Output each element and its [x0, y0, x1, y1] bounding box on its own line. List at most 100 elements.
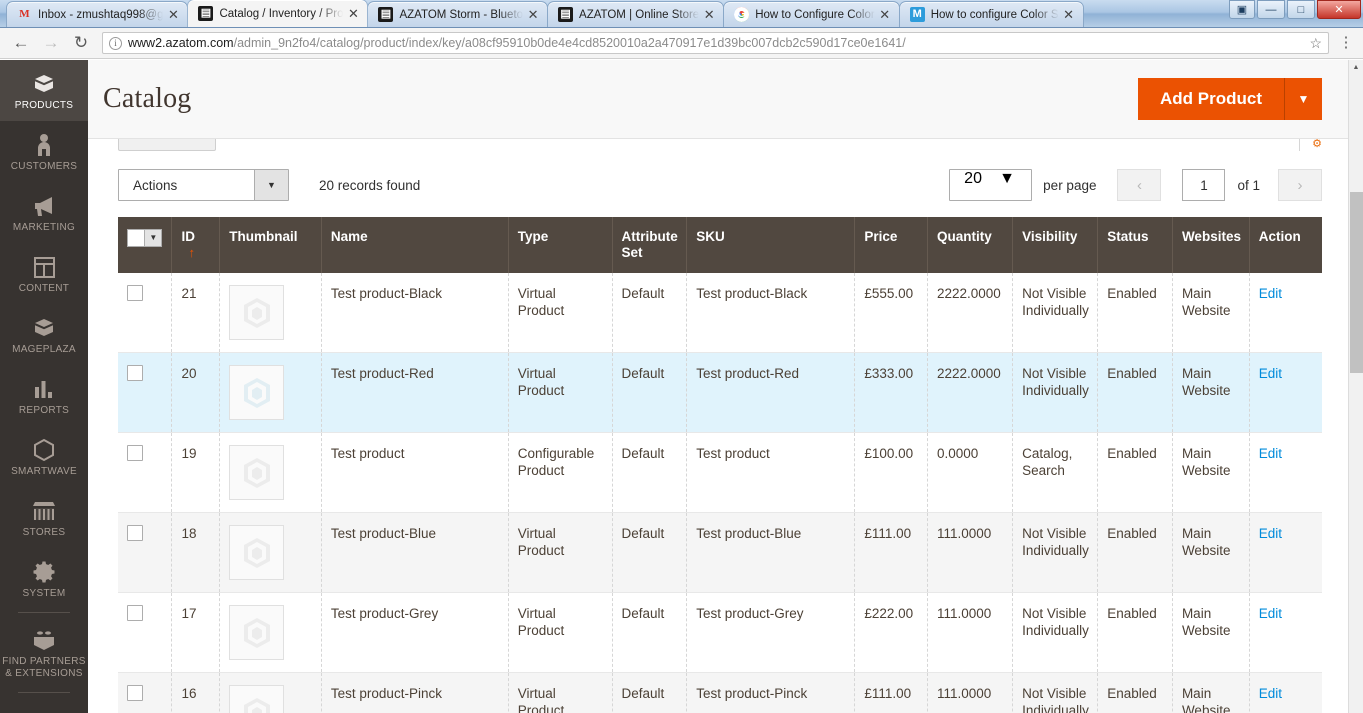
browser-tab-inbox[interactable]: M Inbox - zmushtaq998@g ✕	[6, 1, 189, 27]
cell-action: Edit	[1249, 273, 1322, 353]
browser-tab-configure-color-google[interactable]: G How to Configure Color ✕	[723, 1, 900, 27]
browser-tab-azatom-storm[interactable]: ▤ AZATOM Storm - Blueto ✕	[367, 1, 549, 27]
row-select-cell[interactable]	[118, 512, 173, 593]
select-all-checkbox[interactable]	[127, 229, 146, 247]
column-header-status[interactable]: Status	[1097, 217, 1173, 273]
add-product-dropdown-arrow-icon[interactable]: ▼	[1284, 78, 1322, 120]
sidebar-item-reports[interactable]: REPORTS	[0, 365, 88, 426]
row-select-cell[interactable]	[118, 273, 173, 353]
columns-gear-icon-clipped[interactable]: ⚙	[1312, 139, 1322, 150]
table-row[interactable]: 16 Test product-Pinck Virtual Product De…	[118, 672, 1322, 713]
row-checkbox[interactable]	[127, 685, 143, 701]
sidebar-item-products[interactable]: PRODUCTS	[0, 60, 88, 121]
back-icon[interactable]: ←	[12, 33, 30, 52]
tab-close-icon[interactable]: ✕	[348, 6, 359, 21]
next-page-button[interactable]: ›	[1278, 169, 1322, 201]
tab-close-icon[interactable]: ✕	[1063, 7, 1075, 22]
cell-quantity: 111.0000	[927, 592, 1014, 673]
column-header-select-all[interactable]: ▼	[118, 217, 173, 273]
reload-icon[interactable]: ↻	[73, 33, 89, 52]
previous-page-button[interactable]: ‹	[1117, 169, 1162, 201]
chevron-down-icon[interactable]: ▼	[999, 170, 1016, 187]
row-select-cell[interactable]	[118, 672, 173, 713]
browser-tab-configure-color-magento[interactable]: M How to configure Color S ✕	[898, 1, 1084, 27]
column-header-quantity[interactable]: Quantity	[927, 217, 1014, 273]
table-row[interactable]: 21 Test product-Black Virtual Product De…	[118, 273, 1322, 353]
page-scrollbar[interactable]: ▲	[1348, 60, 1363, 713]
add-product-button[interactable]: Add Product	[1138, 78, 1284, 120]
sidebar-item-stores[interactable]: STORES	[0, 487, 88, 548]
column-header-visibility[interactable]: Visibility	[1012, 217, 1099, 273]
user-profile-button[interactable]: ▣	[1229, 0, 1255, 19]
row-checkbox[interactable]	[127, 285, 143, 301]
cell-id: 17	[171, 592, 221, 673]
browser-tab-azatom-store[interactable]: ▤ AZATOM | Online Store ✕	[547, 1, 725, 27]
per-page-select[interactable]: 20 ▼	[949, 169, 1033, 201]
minimize-button[interactable]: —	[1257, 0, 1285, 19]
tab-close-icon[interactable]: ✕	[527, 7, 539, 22]
sidebar-item-mageplaza[interactable]: MAGEPLAZA	[0, 304, 88, 365]
cell-visibility: Catalog, Search	[1012, 432, 1099, 513]
actions-select[interactable]: Actions ▼	[118, 169, 289, 201]
column-header-id[interactable]: ID ↑	[171, 217, 221, 273]
scrollbar-thumb[interactable]	[1350, 192, 1363, 373]
tab-title: How to configure Color S	[930, 8, 1059, 21]
row-checkbox[interactable]	[127, 365, 143, 381]
page-number-input[interactable]: 1	[1182, 169, 1226, 201]
row-select-cell[interactable]	[118, 432, 173, 513]
column-header-sku[interactable]: SKU	[686, 217, 856, 273]
tab-close-icon[interactable]: ✕	[703, 7, 715, 22]
edit-link[interactable]: Edit	[1258, 446, 1282, 461]
filters-button-clipped[interactable]	[118, 139, 216, 151]
tab-close-icon[interactable]: ✕	[879, 7, 891, 22]
sidebar-item-system[interactable]: SYSTEM	[0, 548, 88, 609]
row-checkbox[interactable]	[127, 525, 143, 541]
table-row[interactable]: 17 Test product-Grey Virtual Product Def…	[118, 592, 1322, 673]
row-checkbox[interactable]	[127, 605, 143, 621]
column-header-name[interactable]: Name	[321, 217, 509, 273]
table-row[interactable]: 18 Test product-Blue Virtual Product Def…	[118, 512, 1322, 593]
chevron-down-icon[interactable]: ▼	[254, 170, 288, 200]
edit-link[interactable]: Edit	[1258, 606, 1282, 621]
column-header-price[interactable]: Price	[854, 217, 928, 273]
per-page-label: per page	[1043, 177, 1097, 193]
sidebar-item-smartwave[interactable]: SMARTWAVE	[0, 426, 88, 487]
sidebar-item-content[interactable]: CONTENT	[0, 243, 88, 304]
address-bar[interactable]: i www2.azatom.com /admin_9n2fo4/catalog/…	[102, 32, 1329, 54]
edit-link[interactable]: Edit	[1258, 286, 1282, 301]
sidebar-item-marketing[interactable]: MARKETING	[0, 182, 88, 243]
sidebar-item-label: SMARTWAVE	[11, 466, 77, 477]
column-header-type[interactable]: Type	[508, 217, 613, 273]
site-info-icon[interactable]: i	[109, 36, 122, 50]
cell-price: £555.00	[854, 273, 928, 353]
tab-strip: M Inbox - zmushtaq998@g ✕ ▤ Catalog / In…	[0, 0, 1225, 27]
forward-icon[interactable]: →	[42, 33, 60, 52]
browser-menu-icon[interactable]: ⋮	[1338, 33, 1354, 51]
maximize-button[interactable]: □	[1287, 0, 1315, 19]
cell-quantity: 0.0000	[927, 432, 1014, 513]
edit-link[interactable]: Edit	[1258, 526, 1282, 541]
sidebar-item-find-partners[interactable]: FIND PARTNERS & EXTENSIONS	[0, 616, 88, 689]
cell-thumbnail	[219, 592, 322, 673]
hexagon-icon	[2, 437, 86, 463]
chevron-down-icon[interactable]: ▼	[145, 229, 163, 247]
bookmark-star-icon[interactable]: ☆	[1309, 34, 1322, 51]
tab-close-icon[interactable]: ✕	[168, 7, 179, 22]
row-checkbox[interactable]	[127, 445, 143, 461]
sidebar-item-customers[interactable]: CUSTOMERS	[0, 121, 88, 182]
edit-link[interactable]: Edit	[1258, 366, 1282, 381]
tab-title: Catalog / Inventory / Pro	[219, 7, 344, 20]
edit-link[interactable]: Edit	[1258, 686, 1282, 701]
column-header-thumbnail[interactable]: Thumbnail	[219, 217, 322, 273]
column-header-websites[interactable]: Websites	[1172, 217, 1250, 273]
scroll-up-arrow-icon[interactable]: ▲	[1349, 60, 1363, 75]
gmail-icon: M	[19, 8, 30, 20]
browser-tab-catalog[interactable]: ▤ Catalog / Inventory / Pro ✕	[187, 0, 369, 27]
row-select-cell[interactable]	[118, 352, 173, 433]
close-window-button[interactable]: ✕	[1317, 0, 1361, 19]
cell-sku: Test product-Grey	[686, 592, 856, 673]
row-select-cell[interactable]	[118, 592, 173, 673]
column-header-attribute-set[interactable]: Attribute Set	[612, 217, 688, 273]
table-row[interactable]: 19 Test product Configurable Product Def…	[118, 432, 1322, 513]
table-row[interactable]: 20 Test product-Red Virtual Product Defa…	[118, 352, 1322, 433]
